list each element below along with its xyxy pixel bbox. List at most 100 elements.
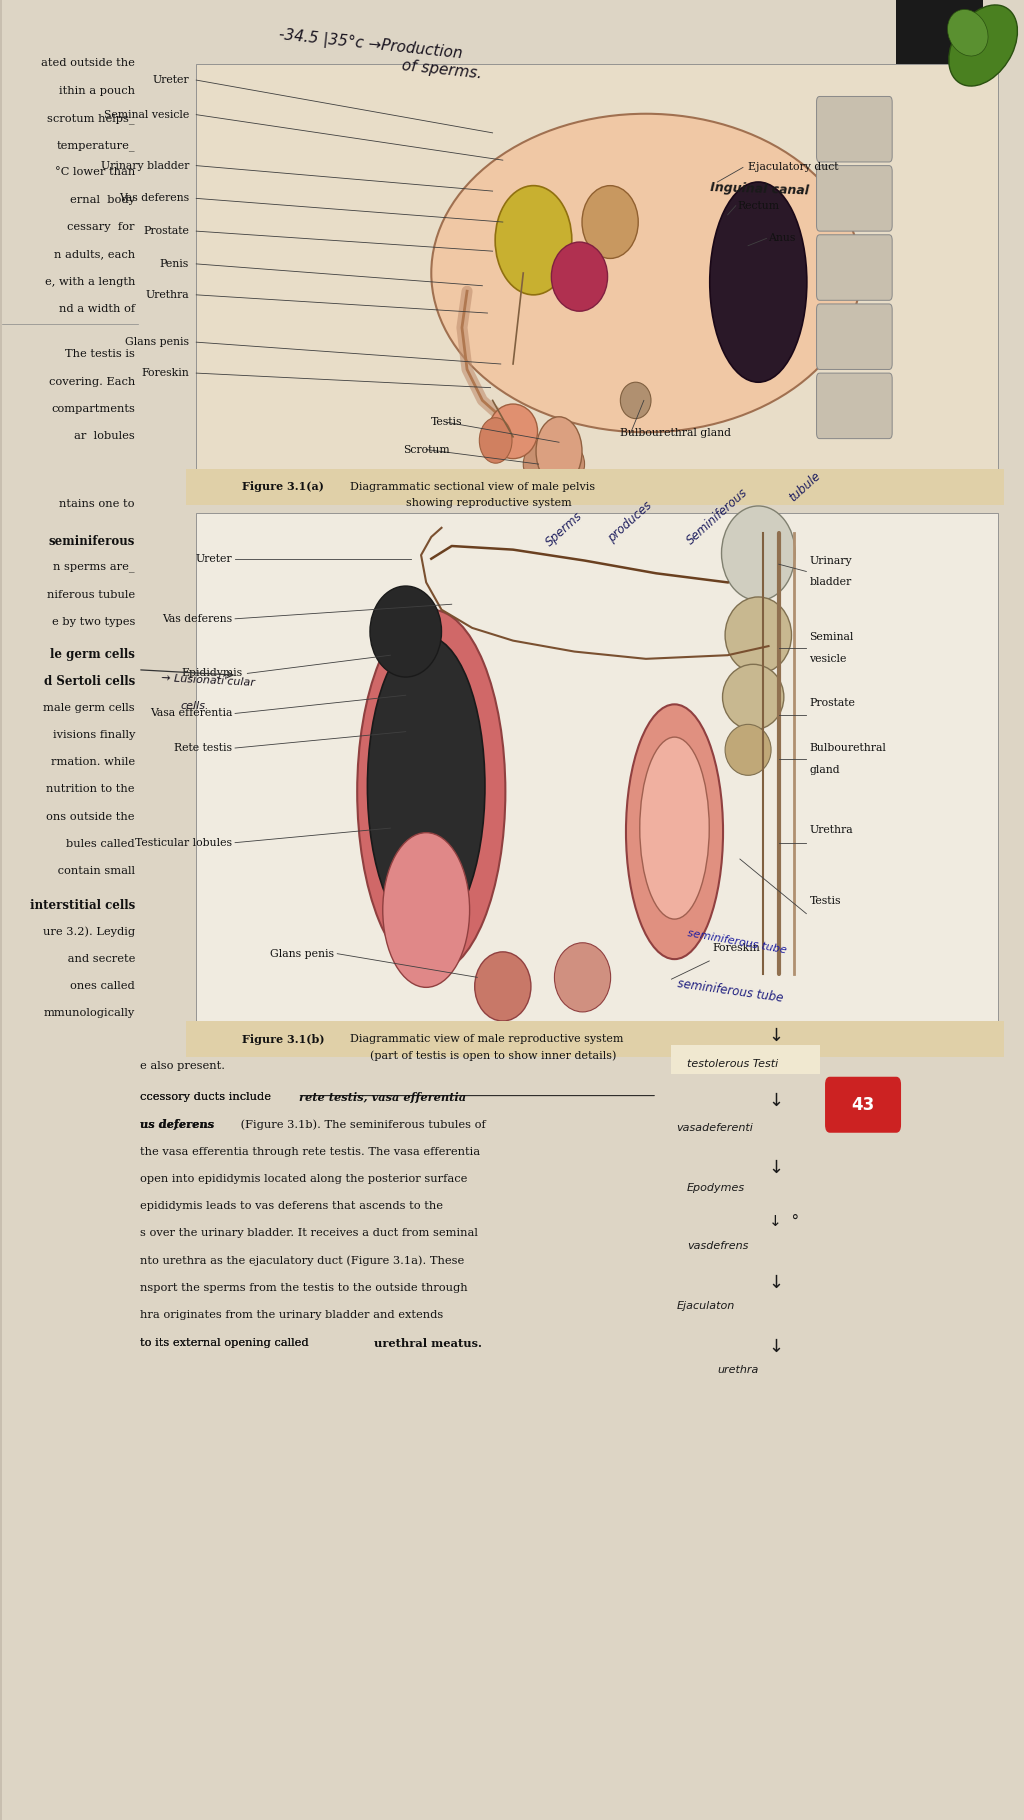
Text: ↓: ↓ — [769, 1274, 783, 1292]
Text: Vas deferens: Vas deferens — [162, 613, 232, 624]
Text: Sperms: Sperms — [544, 510, 586, 550]
Text: Foreskin: Foreskin — [141, 368, 189, 379]
FancyBboxPatch shape — [816, 235, 892, 300]
Text: testolerous Testi: testolerous Testi — [687, 1059, 778, 1068]
Text: n sperms are_: n sperms are_ — [53, 562, 135, 571]
Text: Ejaculaton: Ejaculaton — [677, 1301, 735, 1310]
Text: seminiferous tube: seminiferous tube — [687, 928, 787, 956]
Text: seminiferous: seminiferous — [48, 535, 135, 548]
Text: seminiferous tube: seminiferous tube — [677, 977, 784, 1005]
Ellipse shape — [710, 182, 807, 382]
Text: ↓  °: ↓ ° — [769, 1214, 799, 1228]
Text: urethral meatus.: urethral meatus. — [374, 1338, 482, 1349]
Text: ccessory ducts include: ccessory ducts include — [140, 1092, 274, 1101]
Ellipse shape — [582, 186, 638, 258]
Text: ccessory ducts include: ccessory ducts include — [140, 1092, 274, 1101]
Text: and secrete: and secrete — [63, 954, 135, 963]
Text: rete testis, vasa efferentia: rete testis, vasa efferentia — [299, 1092, 467, 1103]
Text: vasadeferenti: vasadeferenti — [677, 1123, 754, 1132]
Ellipse shape — [368, 635, 485, 935]
Ellipse shape — [725, 724, 771, 775]
Text: tubule: tubule — [786, 470, 823, 504]
Text: Testis: Testis — [431, 417, 463, 428]
Text: Anus: Anus — [769, 233, 796, 244]
Text: vasdefrens: vasdefrens — [687, 1241, 749, 1250]
Text: to its external opening called: to its external opening called — [140, 1338, 312, 1347]
Text: ↓: ↓ — [769, 1026, 783, 1045]
Ellipse shape — [370, 586, 441, 677]
Text: ntains one to: ntains one to — [59, 499, 135, 508]
Text: vesicle: vesicle — [809, 653, 847, 664]
Text: us deferens: us deferens — [140, 1119, 214, 1130]
Text: Testicular lobules: Testicular lobules — [135, 837, 232, 848]
Ellipse shape — [554, 943, 610, 1012]
Text: Bulbourethral gland: Bulbourethral gland — [621, 428, 731, 439]
Ellipse shape — [536, 417, 582, 486]
Text: ar  lobules: ar lobules — [74, 431, 135, 440]
Ellipse shape — [496, 186, 571, 295]
Text: gland: gland — [809, 764, 840, 775]
Ellipse shape — [431, 113, 860, 433]
Text: The testis is: The testis is — [66, 349, 135, 359]
Text: ure 3.2). Leydig: ure 3.2). Leydig — [43, 926, 135, 937]
Text: Penis: Penis — [160, 258, 189, 269]
Ellipse shape — [479, 419, 512, 464]
Text: produces: produces — [605, 499, 654, 544]
Ellipse shape — [621, 382, 651, 419]
Ellipse shape — [640, 737, 710, 919]
Text: Ejaculatory duct: Ejaculatory duct — [749, 162, 839, 173]
Text: Vasa efferentia: Vasa efferentia — [150, 708, 232, 719]
Text: e, with a length: e, with a length — [45, 277, 135, 286]
Text: Glans penis: Glans penis — [270, 948, 334, 959]
Text: contain small: contain small — [54, 866, 135, 875]
Text: °C lower than: °C lower than — [54, 167, 135, 177]
Text: mmunologically: mmunologically — [44, 1008, 135, 1017]
Text: open into epididymis located along the posterior surface: open into epididymis located along the p… — [140, 1174, 467, 1183]
Text: the vasa efferentia through rete testis. The vasa efferentia: the vasa efferentia through rete testis.… — [140, 1147, 480, 1156]
Text: covering. Each: covering. Each — [49, 377, 135, 386]
Ellipse shape — [725, 597, 792, 673]
Text: rmation. while: rmation. while — [51, 757, 135, 766]
Text: Foreskin: Foreskin — [713, 943, 760, 954]
Text: Ureter: Ureter — [153, 75, 189, 86]
Text: Prostate: Prostate — [809, 697, 855, 708]
Text: Prostate: Prostate — [143, 226, 189, 237]
Text: ones called: ones called — [71, 981, 135, 990]
Text: Figure 3.1(a): Figure 3.1(a) — [243, 480, 325, 493]
Text: Urinary bladder: Urinary bladder — [100, 160, 189, 171]
Text: ↓: ↓ — [769, 1092, 783, 1110]
Ellipse shape — [949, 5, 1018, 86]
Text: bules called: bules called — [67, 839, 135, 848]
Text: niferous tubule: niferous tubule — [47, 590, 135, 599]
Bar — [197, 513, 998, 1056]
Text: Inguinal canal: Inguinal canal — [711, 180, 809, 198]
Text: nsport the sperms from the testis to the outside through: nsport the sperms from the testis to the… — [140, 1283, 468, 1292]
Text: Testis: Testis — [809, 895, 841, 906]
Text: Scrotum: Scrotum — [402, 444, 450, 455]
Text: Urethra: Urethra — [809, 824, 853, 835]
Bar — [197, 64, 998, 497]
Text: compartments: compartments — [51, 404, 135, 413]
Text: Seminiferous: Seminiferous — [685, 486, 751, 548]
Text: -34.5 |35°c →Production: -34.5 |35°c →Production — [278, 27, 463, 62]
Text: Rectum: Rectum — [738, 200, 780, 211]
Bar — [672, 1045, 819, 1074]
Text: interstitial cells: interstitial cells — [30, 899, 135, 912]
Ellipse shape — [626, 704, 723, 959]
Ellipse shape — [475, 952, 530, 1021]
Text: ated outside the: ated outside the — [41, 58, 135, 67]
Text: Figure 3.1(b): Figure 3.1(b) — [243, 1034, 325, 1045]
Text: to its external opening called: to its external opening called — [140, 1338, 312, 1347]
Text: nto urethra as the ejaculatory duct (Figure 3.1a). These: nto urethra as the ejaculatory duct (Fig… — [140, 1256, 464, 1267]
Text: ivisions finally: ivisions finally — [52, 730, 135, 739]
FancyBboxPatch shape — [816, 166, 892, 231]
Text: le germ cells: le germ cells — [50, 648, 135, 661]
FancyBboxPatch shape — [816, 304, 892, 369]
Text: ↓: ↓ — [769, 1159, 783, 1178]
Text: ithin a pouch: ithin a pouch — [59, 86, 135, 95]
Text: s over the urinary bladder. It receives a duct from seminal: s over the urinary bladder. It receives … — [140, 1228, 478, 1238]
Text: us deferens: us deferens — [140, 1119, 214, 1130]
Text: → Lusionati'cular: → Lusionati'cular — [161, 673, 255, 688]
Text: Seminal: Seminal — [809, 632, 854, 642]
Text: ernal  body: ernal body — [70, 195, 135, 204]
